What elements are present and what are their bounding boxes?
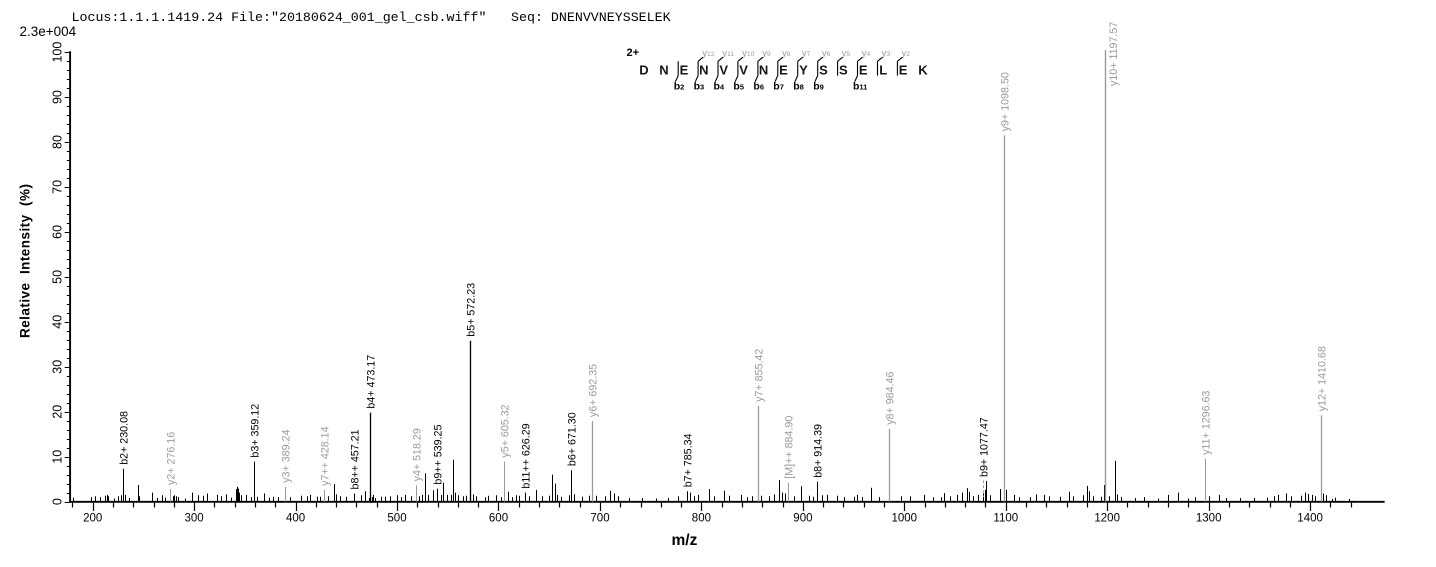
svg-text:y6: y6 — [822, 48, 831, 59]
svg-text:S: S — [819, 63, 828, 78]
svg-text:L: L — [879, 63, 887, 78]
svg-text:[M]++ 884.90: [M]++ 884.90 — [783, 416, 795, 479]
svg-text:90: 90 — [51, 90, 65, 104]
svg-text:E: E — [680, 63, 689, 78]
svg-text:40: 40 — [51, 315, 65, 329]
svg-text:y10+ 1197.57: y10+ 1197.57 — [1108, 22, 1120, 86]
svg-text:800: 800 — [692, 513, 711, 525]
svg-text:y12+ 1410.68: y12+ 1410.68 — [1316, 346, 1328, 411]
svg-text:y8: y8 — [782, 48, 791, 59]
svg-text:b5: b5 — [733, 81, 744, 93]
svg-text:y4: y4 — [862, 48, 871, 59]
svg-text:y5+ 605.32: y5+ 605.32 — [499, 404, 511, 457]
svg-text:b2: b2 — [674, 81, 685, 93]
svg-text:70: 70 — [51, 180, 65, 194]
svg-text:700: 700 — [590, 513, 609, 525]
svg-text:E: E — [859, 63, 868, 78]
svg-text:900: 900 — [793, 513, 812, 525]
svg-text:y2: y2 — [902, 48, 911, 59]
svg-text:30: 30 — [51, 360, 65, 374]
svg-text:400: 400 — [286, 513, 305, 525]
svg-text:m/z: m/z — [672, 532, 698, 549]
svg-text:D: D — [639, 63, 648, 78]
svg-text:b8: b8 — [793, 81, 804, 93]
svg-text:b8++ 457.21: b8++ 457.21 — [349, 429, 361, 489]
svg-text:Seq: DNENVVNEYSSELEK: Seq: DNENVVNEYSSELEK — [511, 10, 671, 25]
svg-text:b7+ 785.34: b7+ 785.34 — [682, 433, 694, 487]
svg-text:Locus:1.1.1.1419.24 File:"2018: Locus:1.1.1.1419.24 File:"20180624_001_g… — [72, 10, 487, 25]
svg-text:y4+ 518.29: y4+ 518.29 — [411, 428, 423, 481]
svg-text:500: 500 — [387, 513, 406, 525]
svg-text:b8+ 914.39: b8+ 914.39 — [812, 424, 824, 478]
svg-text:b4: b4 — [714, 81, 725, 93]
svg-text:y9+ 1098.50: y9+ 1098.50 — [999, 72, 1011, 131]
svg-text:b6: b6 — [753, 81, 764, 93]
svg-text:N: N — [759, 63, 768, 78]
svg-text:y5: y5 — [842, 48, 851, 59]
svg-text:N: N — [659, 63, 668, 78]
svg-text:b2+ 230.08: b2+ 230.08 — [118, 411, 130, 465]
svg-text:b6+ 671.30: b6+ 671.30 — [566, 412, 578, 466]
svg-text:E: E — [779, 63, 788, 78]
svg-text:V: V — [739, 63, 748, 78]
svg-text:y11+ 1296.63: y11+ 1296.63 — [1200, 391, 1212, 455]
svg-text:b9: b9 — [813, 81, 824, 93]
svg-text:600: 600 — [489, 513, 508, 525]
svg-text:y12: y12 — [702, 48, 715, 59]
svg-text:y3: y3 — [882, 48, 891, 59]
svg-text:b3: b3 — [694, 81, 705, 93]
svg-text:y11: y11 — [722, 48, 734, 59]
svg-text:1300: 1300 — [1196, 513, 1222, 525]
svg-text:50: 50 — [51, 270, 65, 284]
svg-text:b7: b7 — [773, 81, 784, 93]
svg-text:y7: y7 — [802, 48, 811, 59]
svg-text:1400: 1400 — [1297, 513, 1323, 525]
svg-text:100: 100 — [51, 42, 65, 63]
svg-text:0: 0 — [51, 498, 65, 505]
svg-text:80: 80 — [51, 135, 65, 149]
svg-text:y7++ 428.14: y7++ 428.14 — [319, 426, 331, 485]
svg-text:b5+ 572.23: b5+ 572.23 — [465, 283, 477, 337]
svg-text:2+: 2+ — [627, 47, 640, 59]
svg-text:y2+ 276.16: y2+ 276.16 — [165, 432, 177, 485]
svg-text:N: N — [699, 63, 708, 78]
svg-text:Y: Y — [799, 63, 808, 78]
svg-text:b11++ 626.29: b11++ 626.29 — [520, 423, 532, 488]
svg-text:y8+ 984.46: y8+ 984.46 — [884, 372, 896, 425]
svg-text:E: E — [899, 63, 908, 78]
svg-text:b9+ 1077.47: b9+ 1077.47 — [978, 417, 990, 477]
svg-text:1000: 1000 — [892, 513, 918, 525]
svg-text:y3+ 389.24: y3+ 389.24 — [280, 430, 292, 483]
svg-text:2.3e+004: 2.3e+004 — [20, 24, 77, 39]
svg-text:b4+ 473.17: b4+ 473.17 — [365, 355, 377, 409]
svg-text:y10: y10 — [742, 48, 755, 59]
svg-text:60: 60 — [51, 225, 65, 239]
svg-text:S: S — [839, 63, 848, 78]
svg-text:K: K — [918, 63, 928, 78]
svg-text:1200: 1200 — [1094, 513, 1120, 525]
svg-text:300: 300 — [185, 513, 204, 525]
svg-text:y9: y9 — [762, 48, 771, 59]
svg-text:200: 200 — [83, 513, 102, 525]
svg-text:b3+ 359.12: b3+ 359.12 — [249, 404, 261, 458]
svg-text:V: V — [719, 63, 728, 78]
svg-text:1100: 1100 — [993, 513, 1018, 525]
svg-text:y6+ 692.35: y6+ 692.35 — [587, 364, 599, 417]
svg-text:y7+ 855.42: y7+ 855.42 — [753, 349, 765, 402]
svg-text:20: 20 — [51, 405, 65, 419]
svg-text:b9++ 539.25: b9++ 539.25 — [432, 425, 444, 485]
svg-text:Relative Intensity (%): Relative Intensity (%) — [18, 184, 33, 338]
svg-text:10: 10 — [51, 450, 65, 464]
svg-text:b11: b11 — [853, 81, 867, 93]
